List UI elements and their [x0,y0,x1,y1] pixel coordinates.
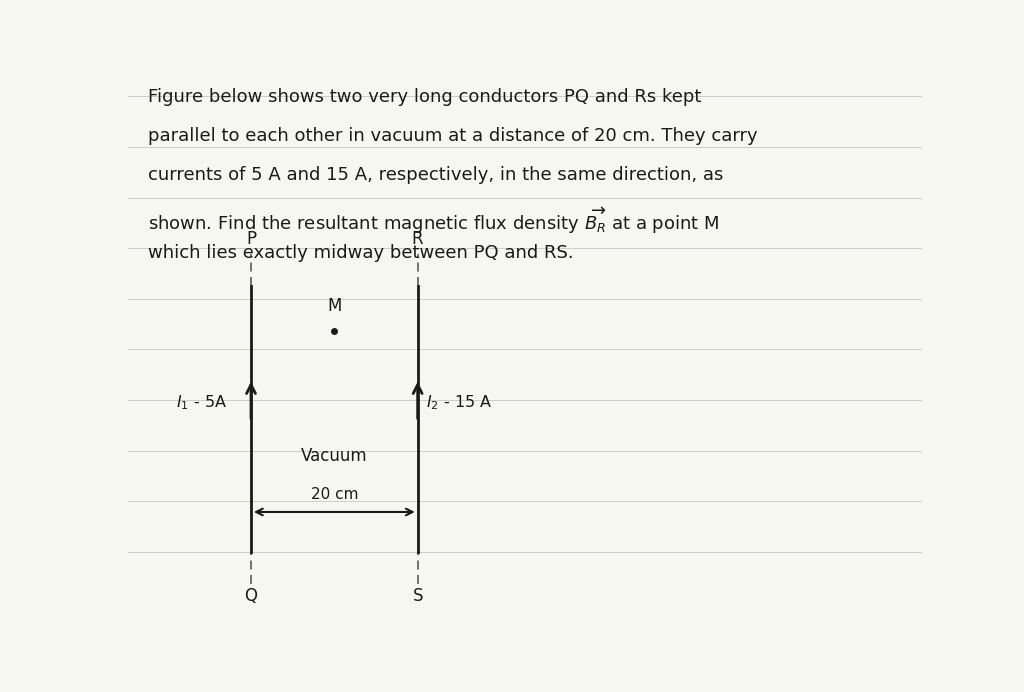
Text: 20 cm: 20 cm [310,487,358,502]
Text: S: S [413,587,423,605]
Text: which lies exactly midway between PQ and RS.: which lies exactly midway between PQ and… [147,244,573,262]
Text: Q: Q [245,587,257,605]
Text: R: R [412,230,424,248]
Text: $I_2$ - 15 A: $I_2$ - 15 A [426,393,493,412]
Text: $I_1$ - 5A: $I_1$ - 5A [176,393,227,412]
Text: Figure below shows two very long conductors PQ and Rs kept: Figure below shows two very long conduct… [147,89,701,107]
Text: shown. Find the resultant magnetic flux density $\overrightarrow{B_R}$ at a poin: shown. Find the resultant magnetic flux … [147,205,719,236]
Text: M: M [327,297,342,315]
Text: P: P [246,230,256,248]
Text: Vacuum: Vacuum [301,447,368,465]
Text: currents of 5 A and 15 A, respectively, in the same direction, as: currents of 5 A and 15 A, respectively, … [147,166,723,184]
Text: parallel to each other in vacuum at a distance of 20 cm. They carry: parallel to each other in vacuum at a di… [147,127,758,145]
